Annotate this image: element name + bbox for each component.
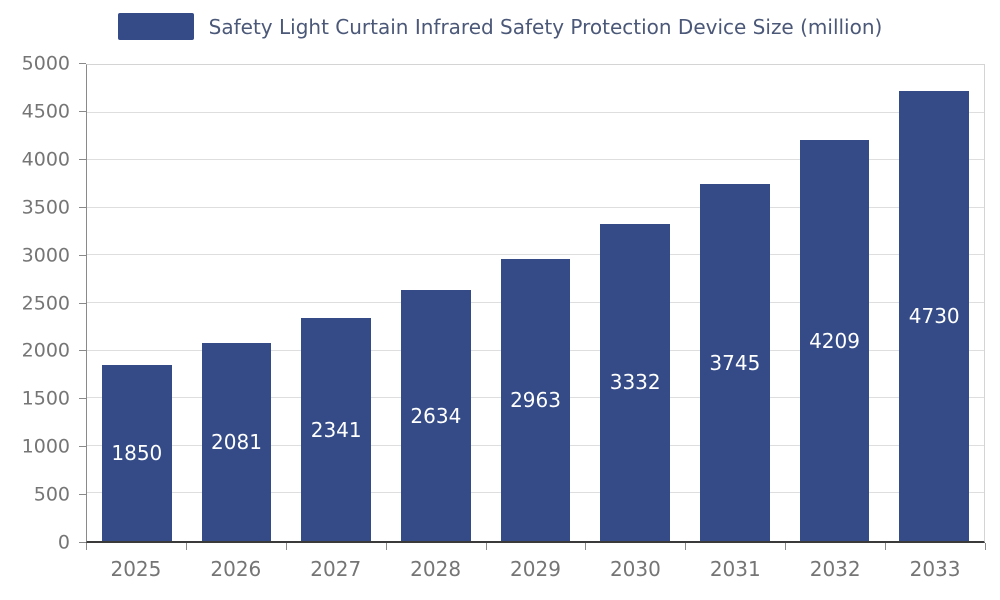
y-tick-mark bbox=[79, 494, 86, 496]
y-tick-label: 4500 bbox=[21, 100, 70, 123]
x-tick-mark bbox=[785, 543, 787, 550]
y-tick-mark bbox=[79, 350, 86, 352]
x-tick-label-2028: 2028 bbox=[410, 557, 462, 581]
x-axis: 2025 2026 2027 2028 2029 2030 2031 2032 2033 bbox=[86, 543, 985, 589]
bar-slot-2027: 2341 bbox=[286, 65, 386, 541]
bar-value-label: 2081 bbox=[211, 429, 262, 454]
x-tick-mark bbox=[685, 543, 687, 550]
bar-slot-2029: 2963 bbox=[486, 65, 586, 541]
bar-2026[interactable]: 2081 bbox=[201, 342, 272, 541]
y-tick-mark bbox=[79, 302, 86, 304]
legend-swatch-icon bbox=[117, 13, 194, 40]
x-tick-label-2031: 2031 bbox=[709, 557, 761, 581]
y-tick-label: 500 bbox=[33, 483, 70, 506]
x-tick-mark bbox=[285, 543, 287, 550]
gridline bbox=[87, 206, 984, 208]
y-tick-mark bbox=[79, 63, 86, 64]
x-tick-label-2033: 2033 bbox=[909, 557, 961, 581]
bar-slot-2028: 2634 bbox=[386, 65, 486, 541]
gridline bbox=[87, 254, 984, 256]
plot-area: 1850 2081 2341 2634 2963 3332 3745 4209 4730 bbox=[86, 64, 985, 543]
y-tick-label: 3000 bbox=[21, 244, 70, 267]
x-tick-mark bbox=[185, 543, 187, 550]
bar-value-label: 2963 bbox=[510, 387, 561, 412]
bar-slot-2026: 2081 bbox=[187, 65, 287, 541]
bar-slot-2032: 4209 bbox=[785, 65, 885, 541]
bar-2027[interactable]: 2341 bbox=[301, 318, 372, 541]
y-tick-mark bbox=[79, 398, 86, 400]
bar-value-label: 4209 bbox=[809, 328, 860, 353]
bar-value-label: 2634 bbox=[410, 403, 462, 428]
x-tick-label-2030: 2030 bbox=[609, 557, 661, 581]
legend[interactable]: Safety Light Curtain Infrared Safety Pro… bbox=[0, 13, 1000, 40]
plot-wrap: 0 500 1000 1500 2000 2500 3000 3500 4000 4500 5000… bbox=[22, 54, 986, 581]
y-tick-label: 3500 bbox=[21, 196, 70, 219]
y-axis: 0 500 1000 1500 2000 2500 3000 3500 4000 4500 5000 bbox=[0, 54, 86, 552]
bar-2030[interactable]: 3332 bbox=[600, 223, 671, 541]
gridline bbox=[87, 111, 984, 113]
x-tick-mark bbox=[385, 543, 387, 550]
y-tick-mark bbox=[79, 158, 86, 160]
x-tick-mark bbox=[86, 543, 87, 550]
y-tick-mark bbox=[79, 446, 86, 448]
y-tick-label: 0 bbox=[57, 531, 70, 554]
x-tick-label-2026: 2026 bbox=[210, 557, 262, 581]
bar-2031[interactable]: 3745 bbox=[699, 184, 770, 541]
y-tick-mark bbox=[79, 254, 86, 256]
bar-2028[interactable]: 2634 bbox=[400, 290, 471, 541]
x-tick-label-2027: 2027 bbox=[310, 557, 362, 581]
x-tick-label-2029: 2029 bbox=[510, 557, 561, 581]
y-tick-mark bbox=[79, 206, 86, 208]
x-tick-label-2032: 2032 bbox=[809, 557, 861, 581]
bar-value-label: 1850 bbox=[111, 440, 163, 465]
bar-value-label: 2341 bbox=[310, 417, 362, 442]
y-tick-mark bbox=[79, 110, 86, 112]
y-tick-label: 5000 bbox=[21, 52, 70, 75]
x-tick-mark bbox=[585, 543, 587, 550]
bar-value-label: 3745 bbox=[709, 350, 761, 375]
legend-label: Safety Light Curtain Infrared Safety Pro… bbox=[208, 14, 883, 39]
bar-2032[interactable]: 4209 bbox=[799, 140, 870, 541]
bar-2025[interactable]: 1850 bbox=[101, 364, 172, 541]
bar-2033[interactable]: 4730 bbox=[899, 90, 970, 541]
y-tick-mark bbox=[79, 542, 86, 543]
bars: 1850 2081 2341 2634 2963 3332 3745 4209 4730 bbox=[87, 65, 984, 541]
gridline bbox=[87, 159, 984, 161]
bar-slot-2025: 1850 bbox=[87, 65, 187, 541]
x-tick-mark bbox=[485, 543, 487, 550]
y-tick-label: 2500 bbox=[21, 292, 70, 314]
y-tick-label: 2000 bbox=[21, 339, 70, 362]
x-tick-mark bbox=[985, 543, 986, 550]
bar-slot-2031: 3745 bbox=[685, 65, 785, 541]
bar-slot-2033: 4730 bbox=[884, 65, 984, 541]
y-tick-label: 1000 bbox=[21, 435, 70, 458]
bar-slot-2030: 3332 bbox=[585, 65, 685, 541]
y-tick-label: 4000 bbox=[21, 148, 70, 171]
bar-value-label: 4730 bbox=[908, 303, 960, 328]
bar-value-label: 3332 bbox=[609, 370, 661, 395]
x-tick-label-2025: 2025 bbox=[110, 557, 162, 581]
y-tick-label: 1500 bbox=[21, 387, 70, 410]
bar-2029[interactable]: 2963 bbox=[500, 258, 571, 541]
x-tick-mark bbox=[885, 543, 887, 550]
